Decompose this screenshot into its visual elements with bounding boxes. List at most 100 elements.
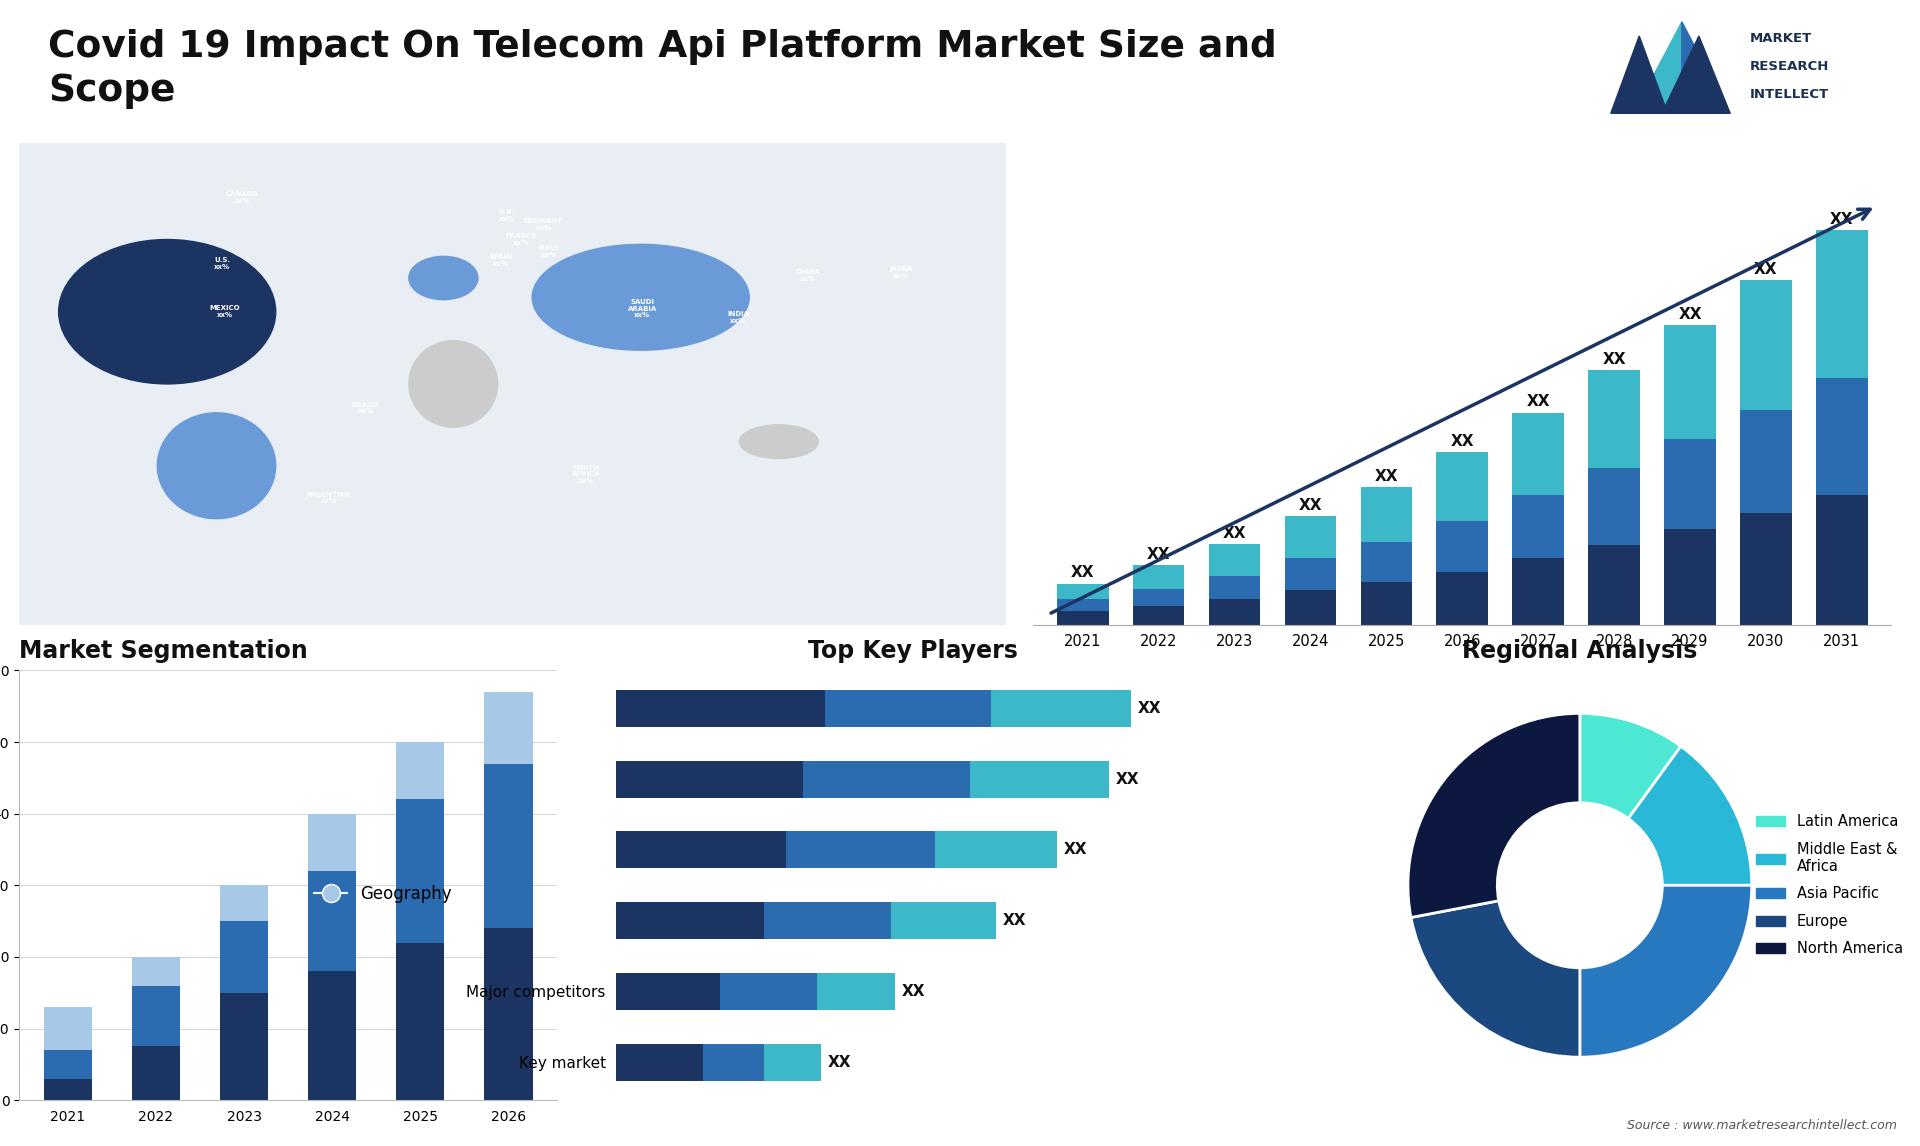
- Bar: [616, 902, 764, 939]
- Bar: [44, 1078, 92, 1100]
- Text: INDIA
xx%: INDIA xx%: [728, 312, 749, 324]
- Bar: [616, 761, 803, 798]
- Text: FRANCE
xx%: FRANCE xx%: [505, 234, 536, 245]
- Bar: [785, 832, 935, 869]
- Text: XX: XX: [1298, 497, 1323, 512]
- Bar: [307, 972, 357, 1100]
- Bar: [616, 832, 785, 869]
- Bar: [1210, 575, 1260, 599]
- Bar: [1133, 589, 1185, 606]
- Bar: [307, 814, 357, 871]
- Bar: [1210, 599, 1260, 625]
- Bar: [132, 1046, 180, 1100]
- Bar: [1284, 516, 1336, 558]
- Text: BRAZIL
xx%: BRAZIL xx%: [351, 402, 380, 414]
- Bar: [1133, 565, 1185, 589]
- Bar: [219, 885, 269, 921]
- Text: XX: XX: [1603, 352, 1626, 367]
- Text: JAPAN
xx%: JAPAN xx%: [889, 266, 914, 278]
- Bar: [396, 743, 445, 800]
- Bar: [132, 957, 180, 986]
- Text: MARKET: MARKET: [1749, 32, 1812, 45]
- Wedge shape: [1407, 713, 1580, 918]
- Polygon shape: [1611, 36, 1668, 113]
- Bar: [703, 1044, 764, 1081]
- Bar: [1056, 583, 1108, 599]
- Bar: [1740, 410, 1791, 513]
- Bar: [1361, 582, 1413, 625]
- Bar: [826, 690, 991, 727]
- Bar: [1436, 572, 1488, 625]
- Bar: [1210, 544, 1260, 575]
- Text: Covid 19 Impact On Telecom Api Platform Market Size and
Scope: Covid 19 Impact On Telecom Api Platform …: [48, 29, 1277, 109]
- Bar: [219, 921, 269, 992]
- Bar: [764, 1044, 822, 1081]
- Bar: [1284, 558, 1336, 590]
- Text: XX: XX: [1146, 547, 1171, 562]
- Text: XX: XX: [1116, 771, 1139, 786]
- Bar: [1816, 495, 1868, 625]
- Bar: [307, 871, 357, 972]
- Ellipse shape: [739, 425, 818, 458]
- Bar: [1361, 487, 1413, 542]
- Bar: [720, 973, 816, 1010]
- Legend: Geography: Geography: [307, 878, 459, 910]
- Polygon shape: [1634, 22, 1682, 113]
- Text: INTELLECT: INTELLECT: [1749, 88, 1830, 101]
- Bar: [219, 992, 269, 1100]
- Bar: [803, 761, 970, 798]
- Bar: [935, 832, 1058, 869]
- Text: MEXICO
xx%: MEXICO xx%: [209, 306, 240, 317]
- Bar: [1513, 413, 1565, 495]
- Bar: [991, 690, 1131, 727]
- Text: XX: XX: [902, 984, 925, 999]
- Bar: [816, 973, 895, 1010]
- Text: ITALY
xx%: ITALY xx%: [540, 245, 559, 258]
- Text: XX: XX: [1526, 394, 1549, 409]
- Ellipse shape: [409, 340, 497, 427]
- Bar: [1284, 590, 1336, 625]
- Bar: [132, 986, 180, 1046]
- Bar: [396, 942, 445, 1100]
- Text: XX: XX: [1002, 913, 1025, 928]
- Bar: [616, 1044, 703, 1081]
- Text: XX: XX: [1450, 434, 1475, 449]
- Polygon shape: [1663, 36, 1730, 113]
- Bar: [1436, 521, 1488, 572]
- Text: XX: XX: [1678, 307, 1701, 322]
- Bar: [616, 973, 720, 1010]
- Wedge shape: [1580, 713, 1680, 818]
- Text: ARGENTINA
xx%: ARGENTINA xx%: [307, 492, 351, 504]
- Text: XX: XX: [1375, 469, 1398, 484]
- Bar: [1133, 606, 1185, 625]
- Bar: [1740, 513, 1791, 625]
- Bar: [44, 1007, 92, 1050]
- Text: GERMANY
xx%: GERMANY xx%: [524, 218, 563, 230]
- Bar: [1513, 495, 1565, 558]
- Wedge shape: [1628, 746, 1751, 885]
- Text: XX: XX: [828, 1054, 851, 1069]
- Title: Regional Analysis: Regional Analysis: [1463, 639, 1697, 662]
- Text: SAUDI
ARABIA
xx%: SAUDI ARABIA xx%: [628, 299, 657, 319]
- Text: XX: XX: [1223, 526, 1246, 541]
- Bar: [1665, 529, 1716, 625]
- Wedge shape: [1580, 885, 1751, 1057]
- Bar: [1588, 469, 1640, 545]
- Bar: [1588, 370, 1640, 469]
- Bar: [44, 1050, 92, 1078]
- Ellipse shape: [409, 257, 478, 300]
- Ellipse shape: [532, 244, 749, 351]
- Text: XX: XX: [1071, 565, 1094, 580]
- Legend: Latin America, Middle East &
Africa, Asia Pacific, Europe, North America: Latin America, Middle East & Africa, Asi…: [1751, 808, 1908, 963]
- Text: CHINA
xx%: CHINA xx%: [797, 269, 820, 282]
- Bar: [484, 928, 532, 1100]
- Text: Source : www.marketresearchintellect.com: Source : www.marketresearchintellect.com: [1626, 1120, 1897, 1132]
- Bar: [764, 902, 891, 939]
- Bar: [484, 692, 532, 763]
- Bar: [1816, 230, 1868, 378]
- Bar: [1361, 542, 1413, 582]
- Bar: [616, 690, 826, 727]
- Text: CANADA
xx%: CANADA xx%: [225, 191, 259, 204]
- Polygon shape: [1682, 22, 1730, 113]
- Wedge shape: [1411, 901, 1580, 1057]
